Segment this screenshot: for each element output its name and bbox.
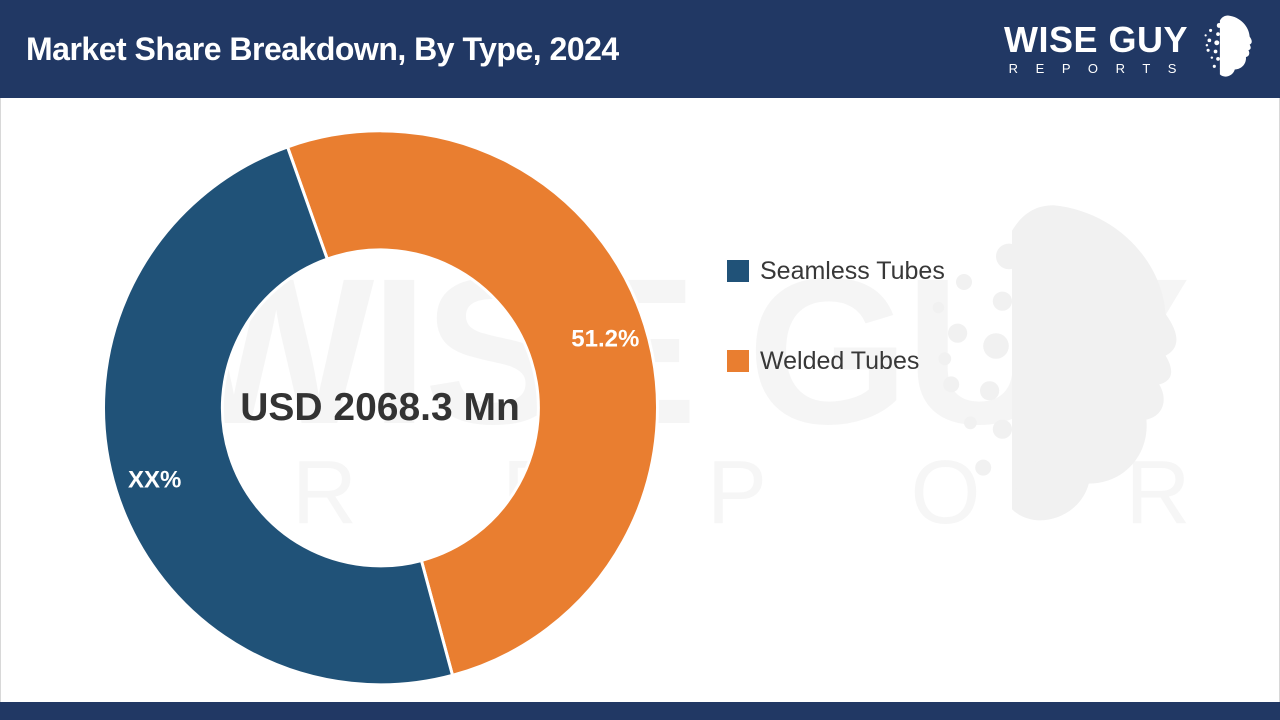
brand-head-icon: [1204, 15, 1252, 77]
head-dot: [1213, 49, 1218, 54]
head-dot: [956, 274, 972, 290]
head-dot: [1050, 394, 1083, 426]
head-dot: [1072, 352, 1099, 378]
head-dot: [1216, 32, 1220, 36]
legend-item-seamless-tubes: Seamless Tubes: [727, 256, 945, 285]
legend-label: Welded Tubes: [760, 346, 920, 375]
head-dot: [996, 243, 1022, 270]
head-dot: [1204, 34, 1207, 37]
head-dot: [983, 333, 1009, 359]
head-dot: [1044, 214, 1089, 260]
head-dot: [1021, 371, 1048, 398]
head-dot: [1226, 17, 1235, 27]
brand-logo: WISE GUY R E P O R T S: [1004, 8, 1254, 90]
chart-legend: Seamless Tubes Welded Tubes: [727, 256, 945, 375]
legend-label: Seamless Tubes: [760, 256, 945, 285]
head-dot: [1028, 432, 1060, 465]
head-dot: [1234, 22, 1242, 31]
head-dot: [1085, 243, 1124, 282]
head-dot: [1012, 470, 1032, 490]
head-dot: [1231, 44, 1237, 49]
footer-bar: [0, 702, 1280, 720]
slice-percentage-label: 51.2%: [571, 326, 639, 353]
head-dot: [1214, 40, 1220, 46]
head-dot: [943, 376, 960, 393]
head-dot: [932, 301, 945, 314]
head-dot: [948, 323, 968, 343]
head-dot: [1224, 39, 1232, 46]
head-dot: [992, 291, 1012, 311]
legend-item-welded-tubes: Welded Tubes: [727, 346, 945, 375]
page-title: Market Share Breakdown, By Type, 2024: [26, 30, 619, 67]
head-dot: [1219, 66, 1224, 71]
watermark-head-icon: [932, 205, 1177, 521]
head-dot: [1206, 48, 1210, 52]
head-dot: [1028, 259, 1060, 292]
head-dot: [1216, 22, 1222, 28]
head-dot: [1079, 429, 1105, 455]
head-dot: [1232, 58, 1238, 64]
head-dot: [938, 352, 952, 366]
head-dot: [1205, 44, 1209, 47]
head-dot: [1229, 31, 1237, 40]
header-bar: Market Share Breakdown, By Type, 2024 WI…: [0, 0, 1280, 98]
slice-percentage-label: XX%: [128, 466, 181, 493]
head-dot: [1037, 330, 1070, 362]
chart-center-value: USD 2068.3 Mn: [240, 386, 520, 429]
head-dot: [980, 381, 1000, 401]
head-dot: [1221, 47, 1227, 53]
head-dot: [1207, 38, 1212, 43]
head-dot: [964, 416, 977, 430]
brand-logo-text: WISE GUY R E P O R T S: [1003, 19, 1188, 77]
brand-name: WISE GUY: [1003, 19, 1188, 60]
legend-swatch-welded-tubes: [727, 350, 749, 372]
head-dot: [1216, 57, 1220, 61]
head-dot: [1238, 31, 1245, 38]
head-dot: [1223, 59, 1230, 66]
head-dot: [1227, 52, 1234, 59]
head-dot: [1210, 56, 1214, 59]
slice-seamless-tubes: [102, 144, 455, 687]
brand-tagline: R E P O R T S: [1008, 61, 1184, 76]
legend-swatch-seamless-tubes: [727, 260, 749, 282]
head-dot: [1060, 288, 1099, 327]
head-dot: [1209, 28, 1213, 32]
slice-welded-tubes: [285, 129, 659, 678]
head-dot: [1108, 285, 1140, 318]
head-dot: [975, 459, 992, 476]
head-dot: [1223, 26, 1230, 33]
head-dot: [992, 419, 1012, 439]
head-dot: [1212, 64, 1216, 68]
donut-chart: 51.2% XX%: [102, 129, 659, 687]
